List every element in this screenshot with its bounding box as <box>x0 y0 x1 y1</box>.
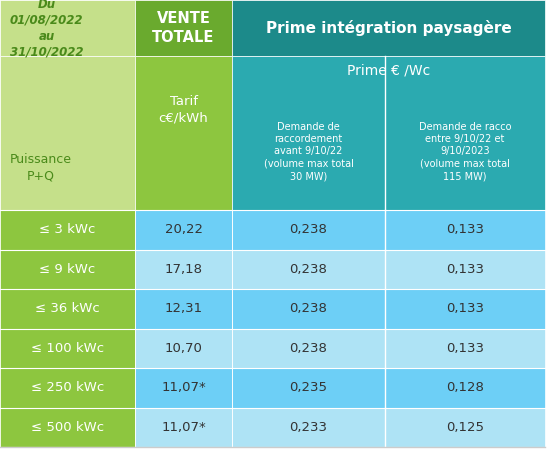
Bar <box>0 329 135 368</box>
Text: 0,125: 0,125 <box>446 421 484 434</box>
Text: Demande de racco
entre 9/10/22 et
9/10/2023
(volume max total
115 MW): Demande de racco entre 9/10/22 et 9/10/2… <box>419 122 512 181</box>
Bar <box>135 0 232 56</box>
Text: 0,238: 0,238 <box>289 302 327 315</box>
Bar <box>135 289 232 329</box>
Text: Demande de
raccordement
avant 9/10/22
(volume max total
30 MW): Demande de raccordement avant 9/10/22 (v… <box>263 122 354 181</box>
Bar <box>0 0 135 56</box>
Text: ≤ 36 kWc: ≤ 36 kWc <box>35 302 100 315</box>
Bar <box>135 210 232 250</box>
Text: ≤ 3 kWc: ≤ 3 kWc <box>39 223 96 236</box>
Text: ≤ 500 kWc: ≤ 500 kWc <box>31 421 104 434</box>
Text: Du
01/08/2022
au
31/10/2022: Du 01/08/2022 au 31/10/2022 <box>10 0 84 58</box>
Text: 0,133: 0,133 <box>446 223 484 236</box>
Text: Puissance
P+Q: Puissance P+Q <box>10 153 72 182</box>
Text: 0,133: 0,133 <box>446 342 484 355</box>
Text: Prime € /Wc: Prime € /Wc <box>347 63 430 77</box>
Text: 11,07*: 11,07* <box>161 381 206 394</box>
Text: ≤ 9 kWc: ≤ 9 kWc <box>40 263 96 276</box>
Bar <box>135 408 232 447</box>
Text: VENTE
TOTALE: VENTE TOTALE <box>152 11 214 45</box>
Bar <box>135 368 232 408</box>
Bar <box>232 408 545 447</box>
Bar <box>135 329 232 368</box>
Text: 10,70: 10,70 <box>164 342 202 355</box>
Bar <box>135 56 232 210</box>
Bar <box>0 56 135 210</box>
Bar <box>0 289 135 329</box>
Text: 0,238: 0,238 <box>289 263 327 276</box>
Text: 0,133: 0,133 <box>446 302 484 315</box>
Bar <box>0 210 135 250</box>
Text: 0,238: 0,238 <box>289 342 327 355</box>
Bar <box>232 289 545 329</box>
Text: 0,233: 0,233 <box>289 421 327 434</box>
Bar <box>232 210 545 250</box>
Text: 17,18: 17,18 <box>164 263 202 276</box>
Text: Tarif
c€/kWh: Tarif c€/kWh <box>158 95 208 124</box>
Text: 0,238: 0,238 <box>289 223 327 236</box>
Text: 20,22: 20,22 <box>164 223 202 236</box>
Text: 0,128: 0,128 <box>446 381 484 394</box>
Bar <box>0 250 135 289</box>
Bar <box>232 250 545 289</box>
Text: ≤ 100 kWc: ≤ 100 kWc <box>31 342 104 355</box>
Text: 0,235: 0,235 <box>289 381 327 394</box>
Bar <box>232 329 545 368</box>
Text: 11,07*: 11,07* <box>161 421 206 434</box>
Text: ≤ 250 kWc: ≤ 250 kWc <box>31 381 104 394</box>
Bar <box>385 56 545 210</box>
Text: 0,133: 0,133 <box>446 263 484 276</box>
Bar <box>0 368 135 408</box>
Bar <box>232 368 545 408</box>
Bar <box>135 250 232 289</box>
Bar <box>232 0 545 56</box>
Text: Prime intégration paysagère: Prime intégration paysagère <box>266 20 512 36</box>
Bar <box>0 408 135 447</box>
Text: 12,31: 12,31 <box>164 302 202 315</box>
Bar <box>232 56 385 210</box>
